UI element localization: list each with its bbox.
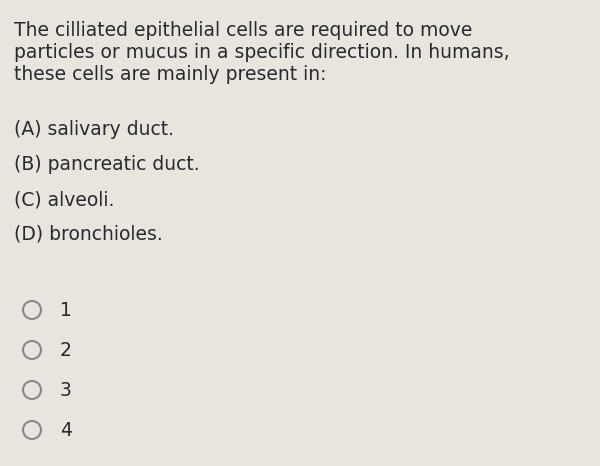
Text: (B) pancreatic duct.: (B) pancreatic duct. (14, 155, 200, 174)
Text: these cells are mainly present in:: these cells are mainly present in: (14, 65, 326, 84)
Text: 1: 1 (60, 301, 72, 320)
Text: 3: 3 (60, 381, 72, 399)
Text: 4: 4 (60, 420, 72, 439)
Text: particles or mucus in a specific direction. In humans,: particles or mucus in a specific directi… (14, 43, 509, 62)
Text: (D) bronchioles.: (D) bronchioles. (14, 225, 163, 244)
Text: 2: 2 (60, 341, 72, 359)
Text: The cilliated epithelial cells are required to move: The cilliated epithelial cells are requi… (14, 21, 472, 40)
Text: (C) alveoli.: (C) alveoli. (14, 190, 115, 209)
Text: (A) salivary duct.: (A) salivary duct. (14, 120, 174, 139)
